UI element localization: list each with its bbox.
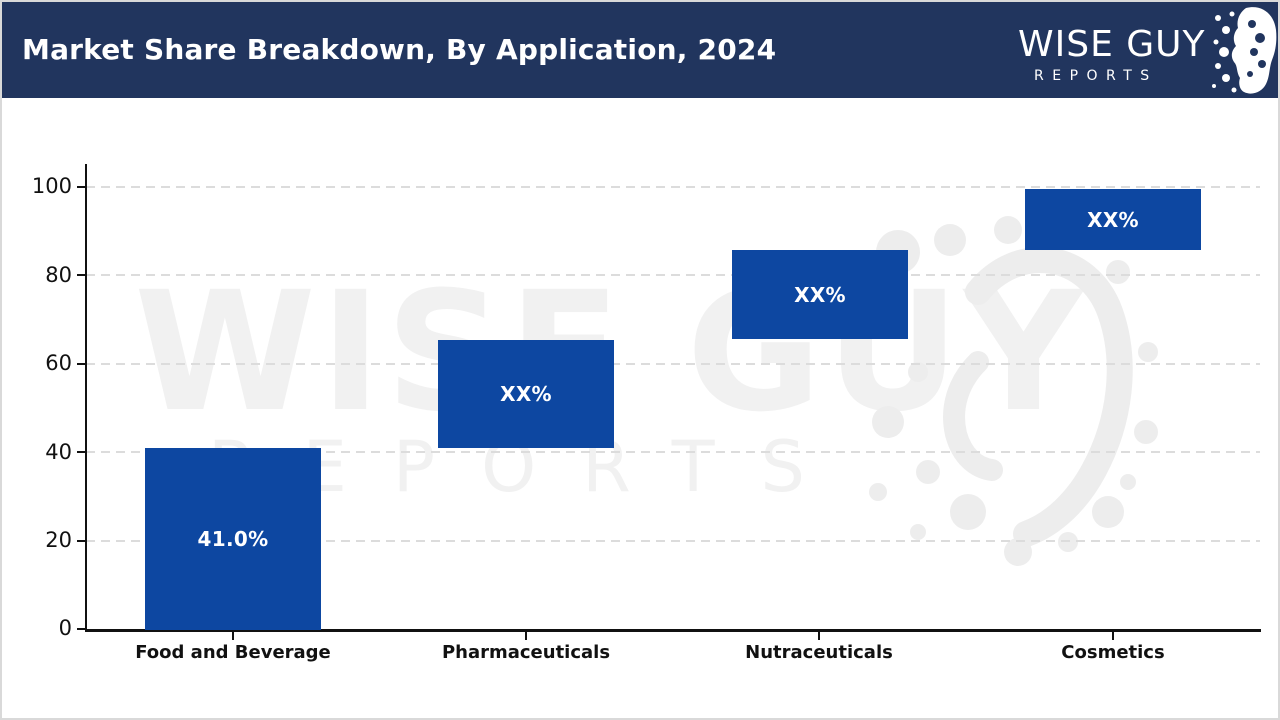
y-tick-label: 20	[45, 528, 72, 552]
bar-pharmaceuticals: XX%	[438, 340, 614, 448]
y-tick	[77, 363, 86, 365]
x-tick	[1112, 632, 1114, 640]
page-title: Market Share Breakdown, By Application, …	[22, 32, 777, 66]
y-tick	[77, 274, 86, 276]
x-tick	[525, 632, 527, 640]
y-tick-label: 60	[45, 351, 72, 375]
gridline-60	[86, 363, 1260, 365]
wise-guy-reports-logo: WISE GUY REPORTS	[1018, 7, 1277, 94]
x-category-label: Nutraceuticals	[745, 642, 893, 663]
bar-food-and-beverage: 41.0%	[145, 448, 321, 630]
x-category-label: Pharmaceuticals	[441, 642, 611, 663]
x-category-label: Cosmetics	[1061, 642, 1165, 663]
y-tick	[77, 451, 86, 453]
y-tick-label: 0	[58, 616, 72, 640]
y-tick-label: 40	[45, 440, 72, 464]
gridline-40	[86, 451, 1260, 453]
y-tick	[77, 628, 86, 630]
x-tick	[818, 632, 820, 640]
x-tick	[232, 632, 234, 640]
bar-value-label: XX%	[500, 382, 552, 406]
header: Market Share Breakdown, By Application, …	[2, 2, 1278, 98]
x-axis-line	[85, 629, 1261, 632]
logo-subtext: REPORTS	[1034, 68, 1158, 84]
bar-nutraceuticals: XX%	[732, 250, 908, 339]
gridline-20	[86, 540, 1260, 542]
bar-value-label: 41.0%	[197, 527, 269, 551]
y-tick	[77, 540, 86, 542]
bar-value-label: XX%	[1087, 207, 1139, 232]
bar-value-label: XX%	[794, 282, 846, 307]
logo-head-icon	[1212, 7, 1277, 94]
y-tick-label: 100	[31, 174, 72, 198]
y-tick-label: 80	[45, 263, 72, 287]
y-axis-line	[85, 164, 87, 631]
logo-wordmark: WISE GUY	[1018, 24, 1206, 65]
x-category-label: Food and Beverage	[135, 642, 331, 663]
gridline-100	[86, 186, 1260, 188]
y-tick	[77, 186, 86, 188]
gridline-80	[86, 274, 1260, 276]
bar-cosmetics: XX%	[1025, 189, 1201, 250]
